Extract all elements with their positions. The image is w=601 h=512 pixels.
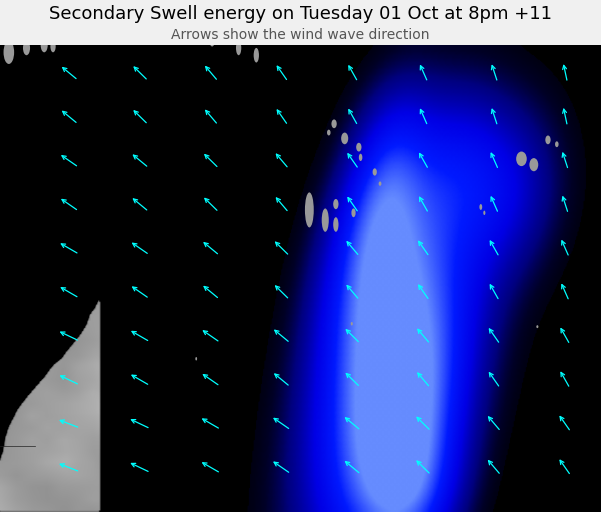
Ellipse shape — [236, 40, 241, 55]
Ellipse shape — [23, 40, 30, 55]
Ellipse shape — [4, 40, 14, 64]
Ellipse shape — [480, 204, 482, 210]
Ellipse shape — [223, 11, 226, 23]
Ellipse shape — [41, 38, 47, 52]
Ellipse shape — [322, 208, 329, 232]
Ellipse shape — [529, 158, 538, 171]
Ellipse shape — [333, 217, 338, 232]
Ellipse shape — [195, 357, 197, 360]
Text: Secondary Swell energy on Tuesday 01 Oct at 8pm +11: Secondary Swell energy on Tuesday 01 Oct… — [49, 6, 552, 24]
Ellipse shape — [536, 325, 538, 328]
Ellipse shape — [331, 119, 337, 128]
Ellipse shape — [341, 133, 348, 144]
Ellipse shape — [483, 210, 486, 215]
Ellipse shape — [327, 130, 331, 136]
Ellipse shape — [333, 199, 338, 209]
Polygon shape — [0, 0, 106, 45]
Ellipse shape — [50, 40, 56, 52]
Ellipse shape — [555, 141, 558, 147]
Ellipse shape — [379, 181, 382, 186]
Ellipse shape — [209, 29, 216, 47]
Ellipse shape — [352, 208, 356, 217]
Ellipse shape — [356, 143, 361, 152]
Text: Arrows show the wind wave direction: Arrows show the wind wave direction — [171, 28, 430, 42]
Ellipse shape — [201, 19, 205, 28]
Ellipse shape — [351, 322, 353, 326]
Ellipse shape — [545, 136, 551, 144]
Ellipse shape — [305, 193, 314, 227]
Ellipse shape — [254, 48, 259, 62]
Ellipse shape — [516, 152, 526, 166]
Polygon shape — [0, 301, 99, 512]
Ellipse shape — [373, 168, 377, 176]
Ellipse shape — [359, 154, 362, 161]
